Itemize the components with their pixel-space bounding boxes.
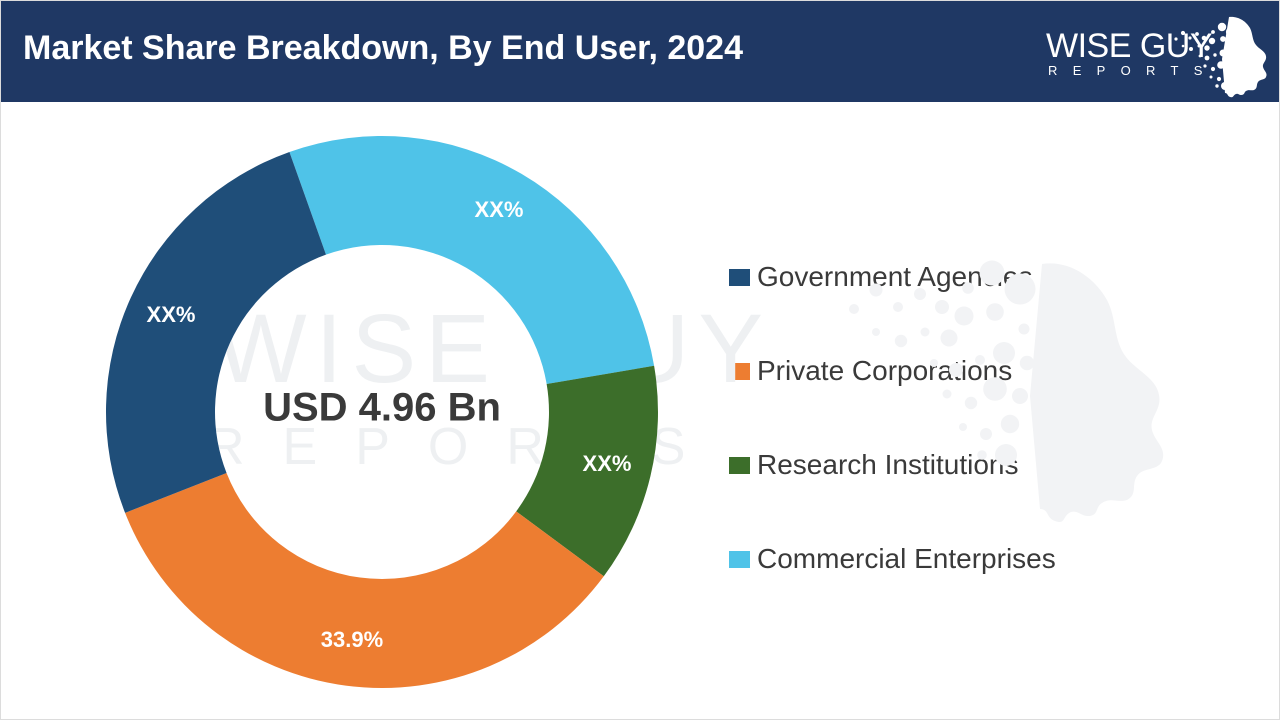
svg-text:REPORTS: REPORTS [1048,63,1218,78]
svg-text:XX%: XX% [583,451,632,476]
svg-text:WISE GUY: WISE GUY [1046,27,1212,65]
svg-text:XX%: XX% [475,197,524,222]
svg-text:33.9%: 33.9% [321,627,383,652]
svg-text:XX%: XX% [147,302,196,327]
